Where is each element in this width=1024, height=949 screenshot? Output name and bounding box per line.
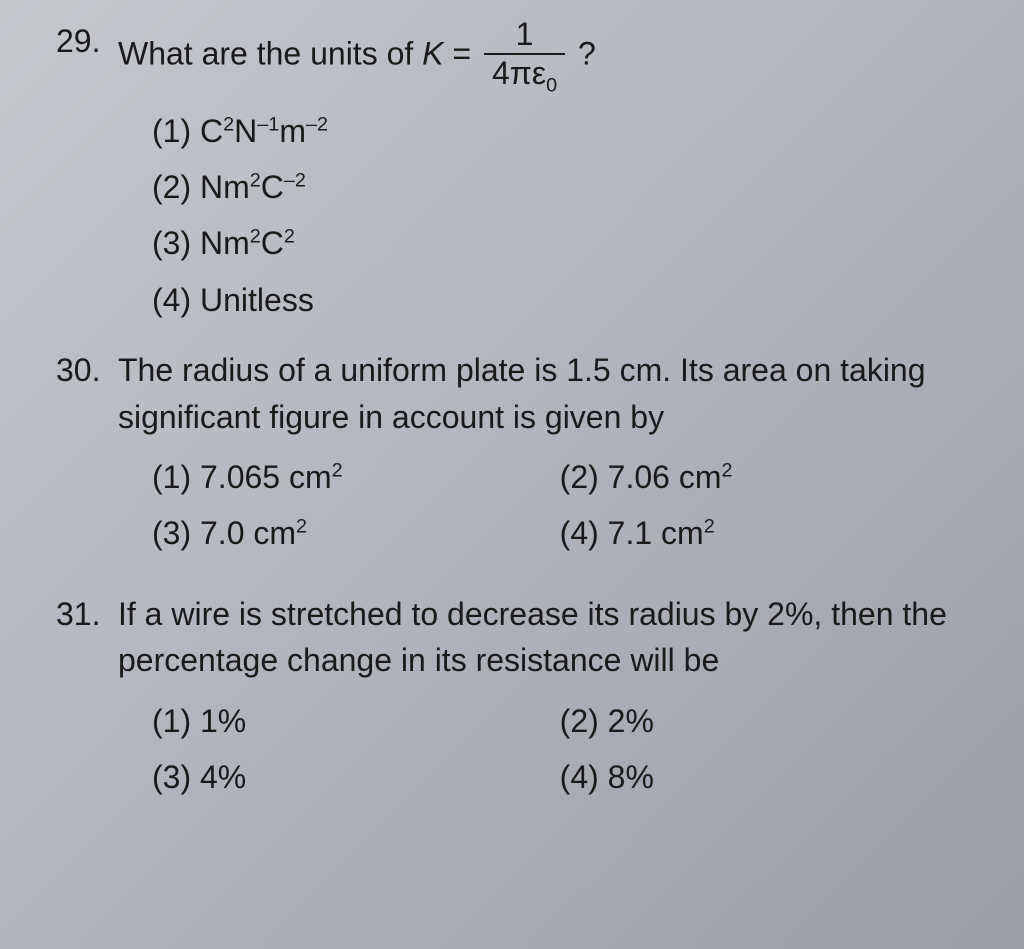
stem-prefix: What are the units of bbox=[118, 35, 422, 71]
question-31: 31. If a wire is stretched to decrease i… bbox=[56, 591, 984, 811]
option-label: (1) bbox=[152, 703, 191, 739]
fraction-denominator: 4πε0 bbox=[484, 55, 565, 92]
question-stem: 31. If a wire is stretched to decrease i… bbox=[56, 591, 984, 684]
question-number: 29. bbox=[56, 18, 118, 64]
option-text: Unitless bbox=[200, 282, 314, 318]
option-1: (1) 1% bbox=[152, 698, 560, 744]
option-label: (2) bbox=[152, 169, 191, 205]
option-text: 1% bbox=[200, 703, 246, 739]
option-label: (4) bbox=[560, 759, 599, 795]
variable-k: K bbox=[422, 35, 443, 71]
fraction-numerator: 1 bbox=[484, 16, 565, 55]
question-stem: 30. The radius of a uniform plate is 1.5… bbox=[56, 347, 984, 440]
exam-page: 29. What are the units of K = 1 4πε0 ? (… bbox=[0, 0, 1024, 854]
option-text: 7.1 cm2 bbox=[608, 515, 715, 551]
question-30: 30. The radius of a uniform plate is 1.5… bbox=[56, 347, 984, 567]
option-label: (2) bbox=[560, 459, 599, 495]
options-list: (1) 7.065 cm2 (2) 7.06 cm2 (3) 7.0 cm2 (… bbox=[56, 454, 984, 567]
option-3: (3) Nm2C2 bbox=[152, 220, 984, 266]
option-label: (1) bbox=[152, 113, 191, 149]
question-text: If a wire is stretched to decrease its r… bbox=[118, 591, 984, 684]
option-4: (4) 8% bbox=[560, 754, 968, 800]
question-number: 31. bbox=[56, 591, 118, 637]
option-label: (4) bbox=[152, 282, 191, 318]
equals: = bbox=[452, 35, 480, 71]
option-text: 7.06 cm2 bbox=[608, 459, 733, 495]
option-text: Nm2C2 bbox=[200, 225, 295, 261]
option-label: (4) bbox=[560, 515, 599, 551]
option-label: (3) bbox=[152, 515, 191, 551]
question-text: What are the units of K = 1 4πε0 ? bbox=[118, 18, 984, 94]
question-text: The radius of a uniform plate is 1.5 cm.… bbox=[118, 347, 984, 440]
option-text: Nm2C–2 bbox=[200, 169, 306, 205]
option-4: (4) 7.1 cm2 bbox=[560, 510, 968, 556]
option-2: (2) Nm2C–2 bbox=[152, 164, 984, 210]
option-2: (2) 7.06 cm2 bbox=[560, 454, 968, 500]
option-3: (3) 4% bbox=[152, 754, 560, 800]
stem-suffix: ? bbox=[578, 35, 596, 71]
option-text: 8% bbox=[608, 759, 654, 795]
option-1: (1) C2N–1m–2 bbox=[152, 108, 984, 154]
question-number: 30. bbox=[56, 347, 118, 393]
question-29: 29. What are the units of K = 1 4πε0 ? (… bbox=[56, 18, 984, 323]
option-text: 2% bbox=[608, 703, 654, 739]
question-stem: 29. What are the units of K = 1 4πε0 ? bbox=[56, 18, 984, 94]
fraction: 1 4πε0 bbox=[484, 16, 565, 92]
option-label: (1) bbox=[152, 459, 191, 495]
option-4: (4) Unitless bbox=[152, 277, 984, 323]
option-2: (2) 2% bbox=[560, 698, 968, 744]
options-list: (1) C2N–1m–2 (2) Nm2C–2 (3) Nm2C2 (4) Un… bbox=[56, 108, 984, 324]
option-text: 7.065 cm2 bbox=[200, 459, 343, 495]
option-label: (3) bbox=[152, 759, 191, 795]
option-text: 7.0 cm2 bbox=[200, 515, 307, 551]
option-text: C2N–1m–2 bbox=[200, 113, 328, 149]
option-1: (1) 7.065 cm2 bbox=[152, 454, 560, 500]
options-list: (1) 1% (2) 2% (3) 4% (4) 8% bbox=[56, 698, 984, 811]
option-label: (2) bbox=[560, 703, 599, 739]
option-text: 4% bbox=[200, 759, 246, 795]
option-label: (3) bbox=[152, 225, 191, 261]
option-3: (3) 7.0 cm2 bbox=[152, 510, 560, 556]
